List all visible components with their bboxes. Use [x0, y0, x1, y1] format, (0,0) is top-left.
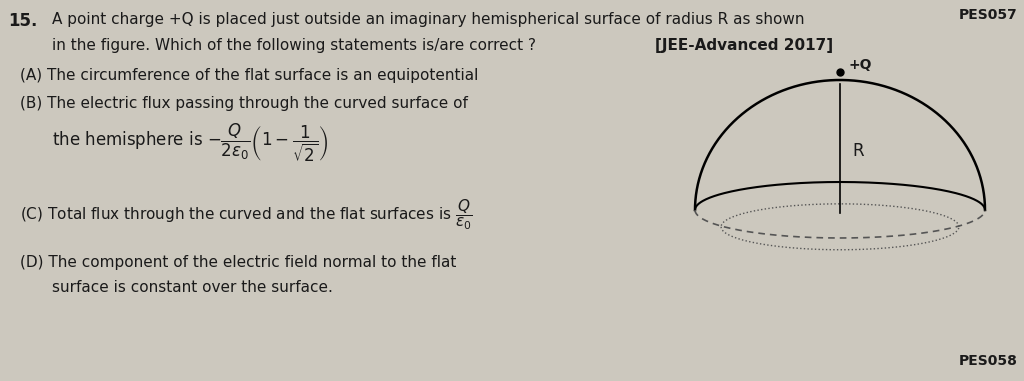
- Text: (C) Total flux through the curved and the flat surfaces is $\dfrac{Q}{\varepsilo: (C) Total flux through the curved and th…: [20, 198, 473, 232]
- Text: PES057: PES057: [959, 8, 1018, 22]
- Text: (A) The circumference of the flat surface is an equipotential: (A) The circumference of the flat surfac…: [20, 68, 478, 83]
- Text: [JEE-Advanced 2017]: [JEE-Advanced 2017]: [655, 38, 834, 53]
- Text: the hemisphere is $-\dfrac{Q}{2\varepsilon_0}\left(1-\dfrac{1}{\sqrt{2}}\right)$: the hemisphere is $-\dfrac{Q}{2\varepsil…: [52, 122, 329, 164]
- Text: PES058: PES058: [959, 354, 1018, 368]
- Text: 15.: 15.: [8, 12, 37, 30]
- Text: R: R: [852, 142, 863, 160]
- Text: in the figure. Which of the following statements is/are correct ?: in the figure. Which of the following st…: [52, 38, 536, 53]
- Text: A point charge +Q is placed just outside an imaginary hemispherical surface of r: A point charge +Q is placed just outside…: [52, 12, 805, 27]
- Text: surface is constant over the surface.: surface is constant over the surface.: [52, 280, 333, 295]
- Text: (B) The electric flux passing through the curved surface of: (B) The electric flux passing through th…: [20, 96, 468, 111]
- Text: +Q: +Q: [848, 58, 871, 72]
- Text: (D) The component of the electric field normal to the flat: (D) The component of the electric field …: [20, 255, 457, 270]
